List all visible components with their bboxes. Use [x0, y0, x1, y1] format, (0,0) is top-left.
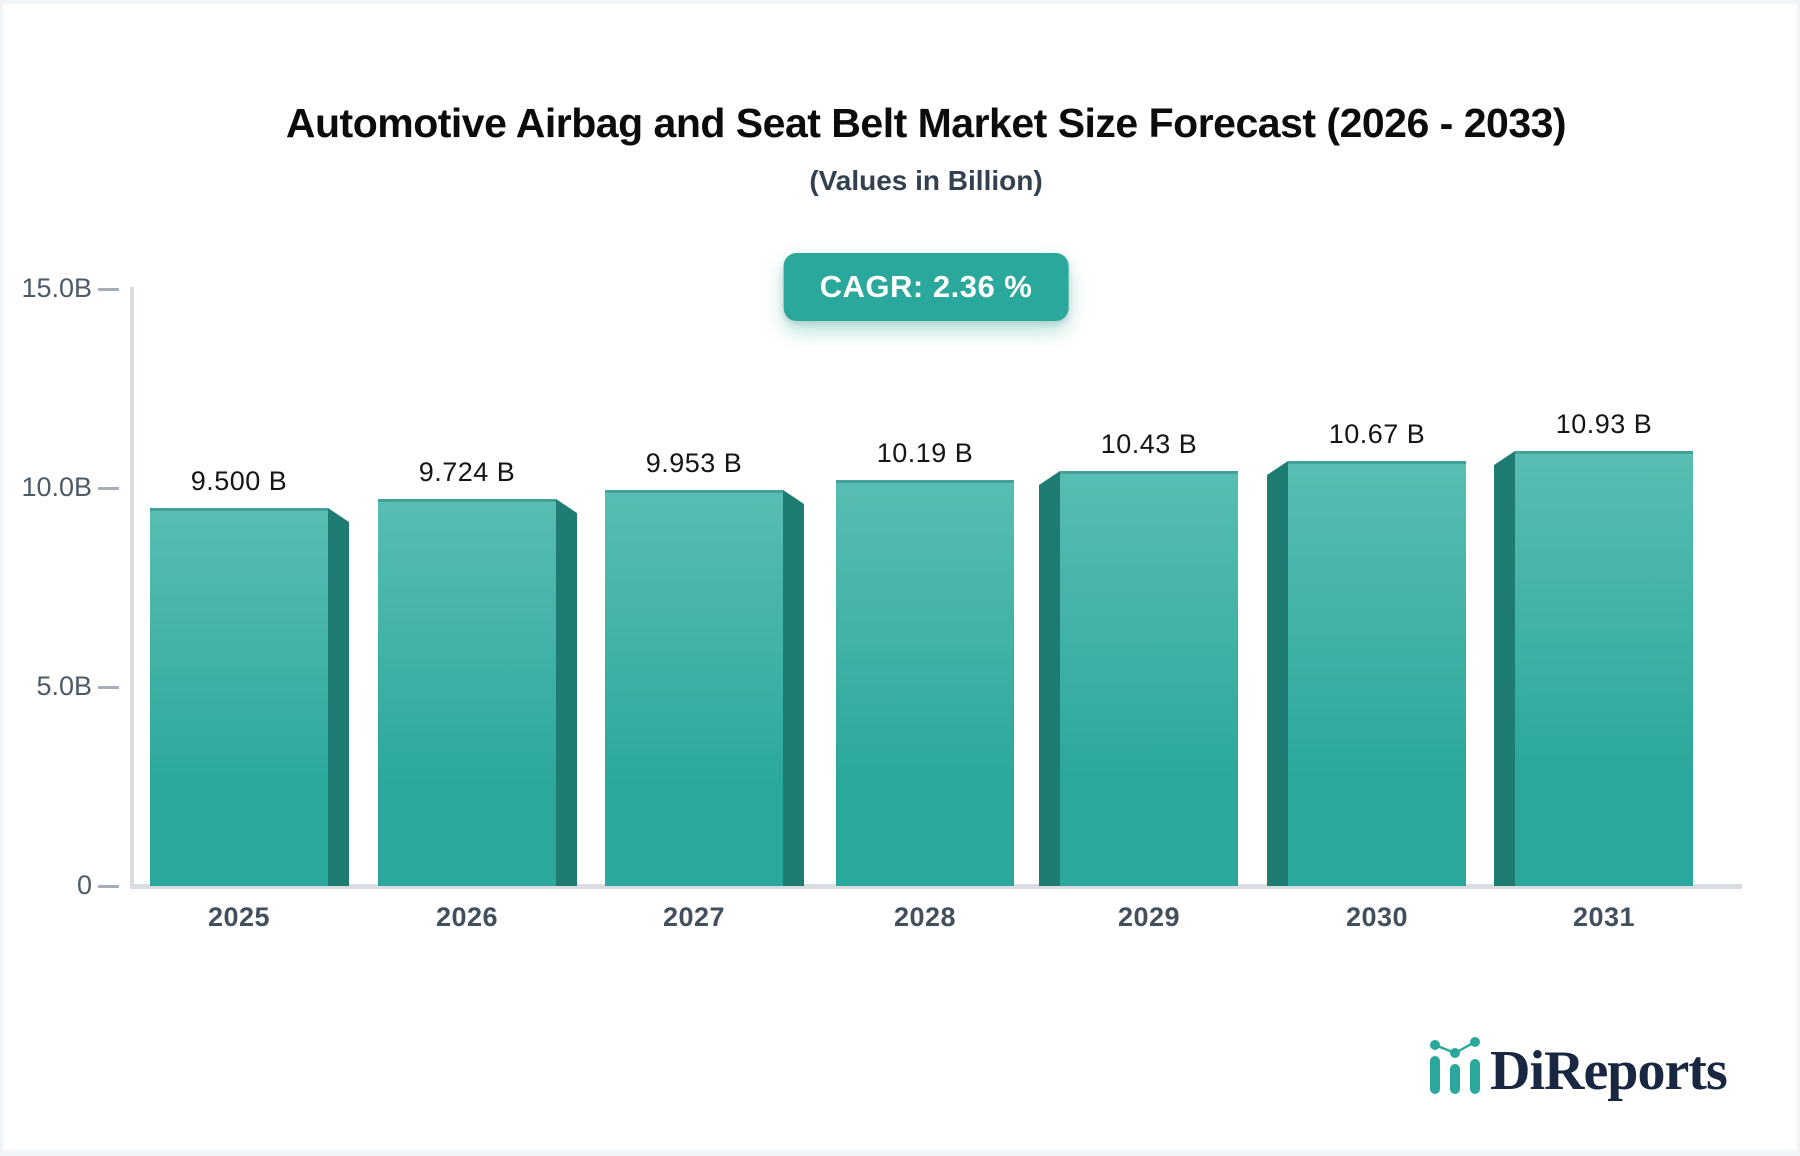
y-tick-dash [98, 686, 119, 689]
y-tick-label: 0 [76, 870, 92, 900]
bar-2026 [378, 499, 556, 886]
y-tick-label: 5.0B [36, 671, 92, 701]
x-axis-label: 2031 [1572, 902, 1636, 932]
x-axis-label: 2029 [1117, 902, 1181, 932]
x-axis-label: 2027 [662, 902, 726, 932]
x-axis-label: 2028 [893, 902, 957, 932]
y-tick-dash [98, 885, 119, 888]
bar-2025 [150, 508, 328, 886]
bar-side-left [1267, 461, 1288, 886]
bar-side-right [328, 508, 349, 886]
bar-side-right [556, 499, 577, 886]
bar-value-label: 9.500 B [190, 466, 288, 496]
bar-value-label: 9.724 B [418, 457, 516, 487]
y-tick-dash [98, 487, 119, 490]
logo-mini-bar-chart-icon [1428, 1036, 1482, 1099]
y-tick-dash [98, 288, 119, 291]
cagr-badge: CAGR: 2.36 % [783, 253, 1069, 321]
y-tick-label: 15.0B [21, 273, 92, 303]
chart-subtitle: (Values in Billion) [809, 165, 1043, 196]
bar-2027 [605, 490, 783, 886]
bar-2031 [1515, 451, 1693, 886]
bar-2030 [1288, 461, 1466, 886]
bar-2029 [1060, 471, 1238, 886]
x-axis-label: 2030 [1345, 902, 1409, 932]
bar-value-label: 9.953 B [645, 448, 743, 478]
x-axis-line [130, 884, 1742, 889]
chart-title: Automotive Airbag and Seat Belt Market S… [285, 100, 1567, 146]
bar-side-left [1039, 471, 1060, 886]
x-axis-label: 2026 [435, 902, 499, 932]
bar-value-label: 10.19 B [876, 438, 974, 468]
brand-logo: DiReports [1428, 1036, 1728, 1102]
bar-side-left [1494, 451, 1515, 886]
bar-2028 [836, 480, 1014, 886]
y-axis-line [130, 287, 134, 886]
bar-value-label: 10.67 B [1328, 419, 1426, 449]
x-axis-label: 2025 [207, 902, 271, 932]
bar-value-label: 10.93 B [1555, 409, 1653, 439]
logo-text: DiReports [1490, 1040, 1728, 1102]
bar-side-right [783, 490, 804, 886]
y-tick-label: 10.0B [21, 472, 92, 502]
bar-value-label: 10.43 B [1100, 429, 1198, 459]
